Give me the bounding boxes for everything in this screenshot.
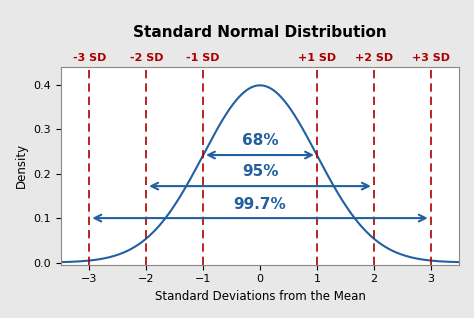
Text: 68%: 68% <box>242 133 278 148</box>
Title: Standard Normal Distribution: Standard Normal Distribution <box>133 24 387 39</box>
Y-axis label: Density: Density <box>15 143 28 189</box>
X-axis label: Standard Deviations from the Mean: Standard Deviations from the Mean <box>155 290 365 303</box>
Text: 95%: 95% <box>242 164 278 179</box>
Text: 99.7%: 99.7% <box>234 197 286 212</box>
